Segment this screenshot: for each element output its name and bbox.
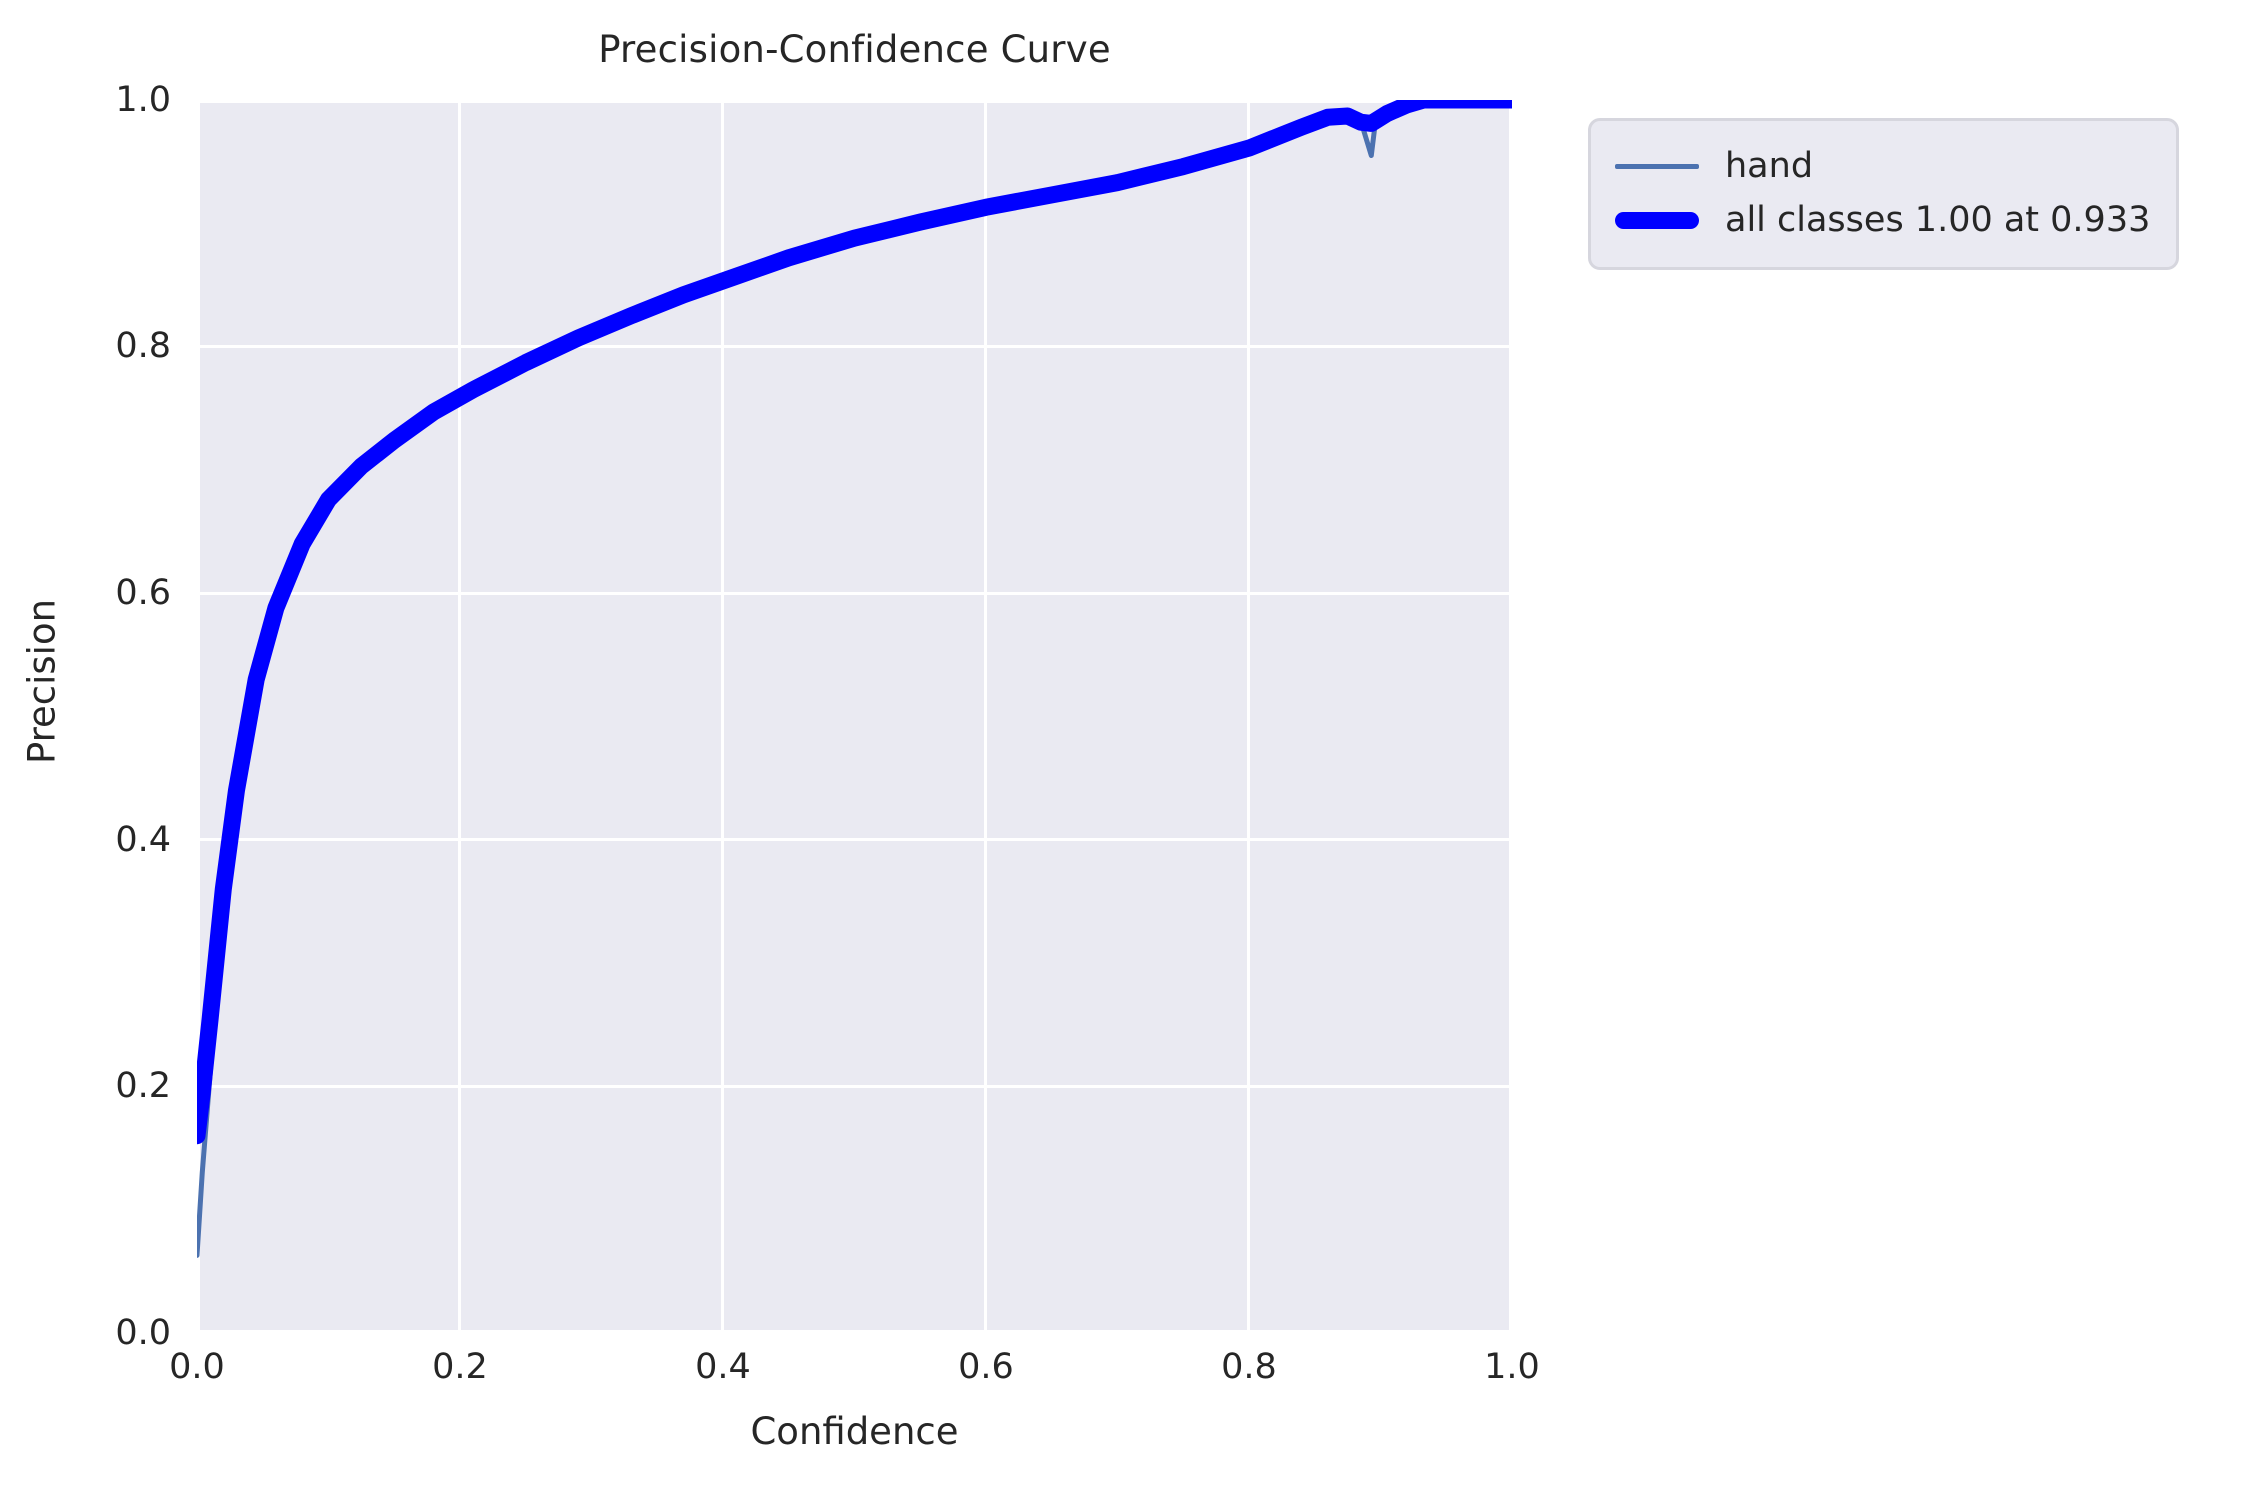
gridline-vertical bbox=[197, 100, 200, 1333]
x-axis-label: Confidence bbox=[750, 1410, 959, 1453]
y-axis-label: Precision bbox=[20, 598, 64, 765]
gridline-horizontal bbox=[197, 100, 1512, 103]
gridline-horizontal bbox=[197, 345, 1512, 348]
legend-swatch-hand-icon bbox=[1615, 154, 1699, 178]
gridline-vertical bbox=[1247, 100, 1250, 1333]
curve-plot bbox=[197, 100, 1512, 1258]
y-tick-label: 1.0 bbox=[115, 80, 171, 120]
series-line-all-classes bbox=[197, 100, 1512, 1145]
x-tick-label: 1.0 bbox=[1484, 1347, 1540, 1387]
gridline-vertical bbox=[721, 100, 724, 1333]
gridline-horizontal bbox=[197, 838, 1512, 841]
gridline-vertical bbox=[458, 100, 461, 1333]
x-tick-label: 0.6 bbox=[958, 1347, 1014, 1387]
gridline-horizontal bbox=[197, 1085, 1512, 1088]
page-title: Precision-Confidence Curve bbox=[598, 28, 1111, 71]
x-tick-label: 0.2 bbox=[432, 1347, 488, 1387]
x-tick-label: 0.8 bbox=[1221, 1347, 1277, 1387]
legend-item-all-classes[interactable]: all classes 1.00 at 0.933 bbox=[1615, 193, 2150, 247]
y-tick-label: 0.4 bbox=[115, 820, 171, 860]
x-axis-ticks: 0.0 0.2 0.4 0.6 0.8 1.0 bbox=[169, 1333, 1540, 1393]
gridline-horizontal bbox=[197, 1330, 1512, 1333]
x-tick-label: 0.4 bbox=[695, 1347, 751, 1387]
legend-swatch-all-classes-icon bbox=[1615, 208, 1699, 232]
series-line-hand bbox=[197, 100, 1512, 1258]
y-tick-label: 0.8 bbox=[115, 326, 171, 366]
gridline-horizontal bbox=[197, 592, 1512, 595]
legend-label-hand: hand bbox=[1725, 146, 1814, 186]
y-tick-label: 0.2 bbox=[115, 1066, 171, 1106]
legend-box: hand all classes 1.00 at 0.933 bbox=[1588, 118, 2180, 270]
y-axis-ticks: 1.0 0.8 0.6 0.4 0.2 0.0 bbox=[0, 80, 172, 1353]
plot-area bbox=[197, 100, 1512, 1333]
gridline-vertical bbox=[1509, 100, 1512, 1333]
x-tick-label: 0.0 bbox=[169, 1347, 225, 1387]
gridline-vertical bbox=[984, 100, 987, 1333]
y-tick-label: 0.6 bbox=[115, 573, 171, 613]
legend-item-hand[interactable]: hand bbox=[1615, 139, 2150, 193]
y-tick-label: 0.0 bbox=[115, 1313, 171, 1353]
legend-label-all-classes: all classes 1.00 at 0.933 bbox=[1725, 200, 2151, 240]
